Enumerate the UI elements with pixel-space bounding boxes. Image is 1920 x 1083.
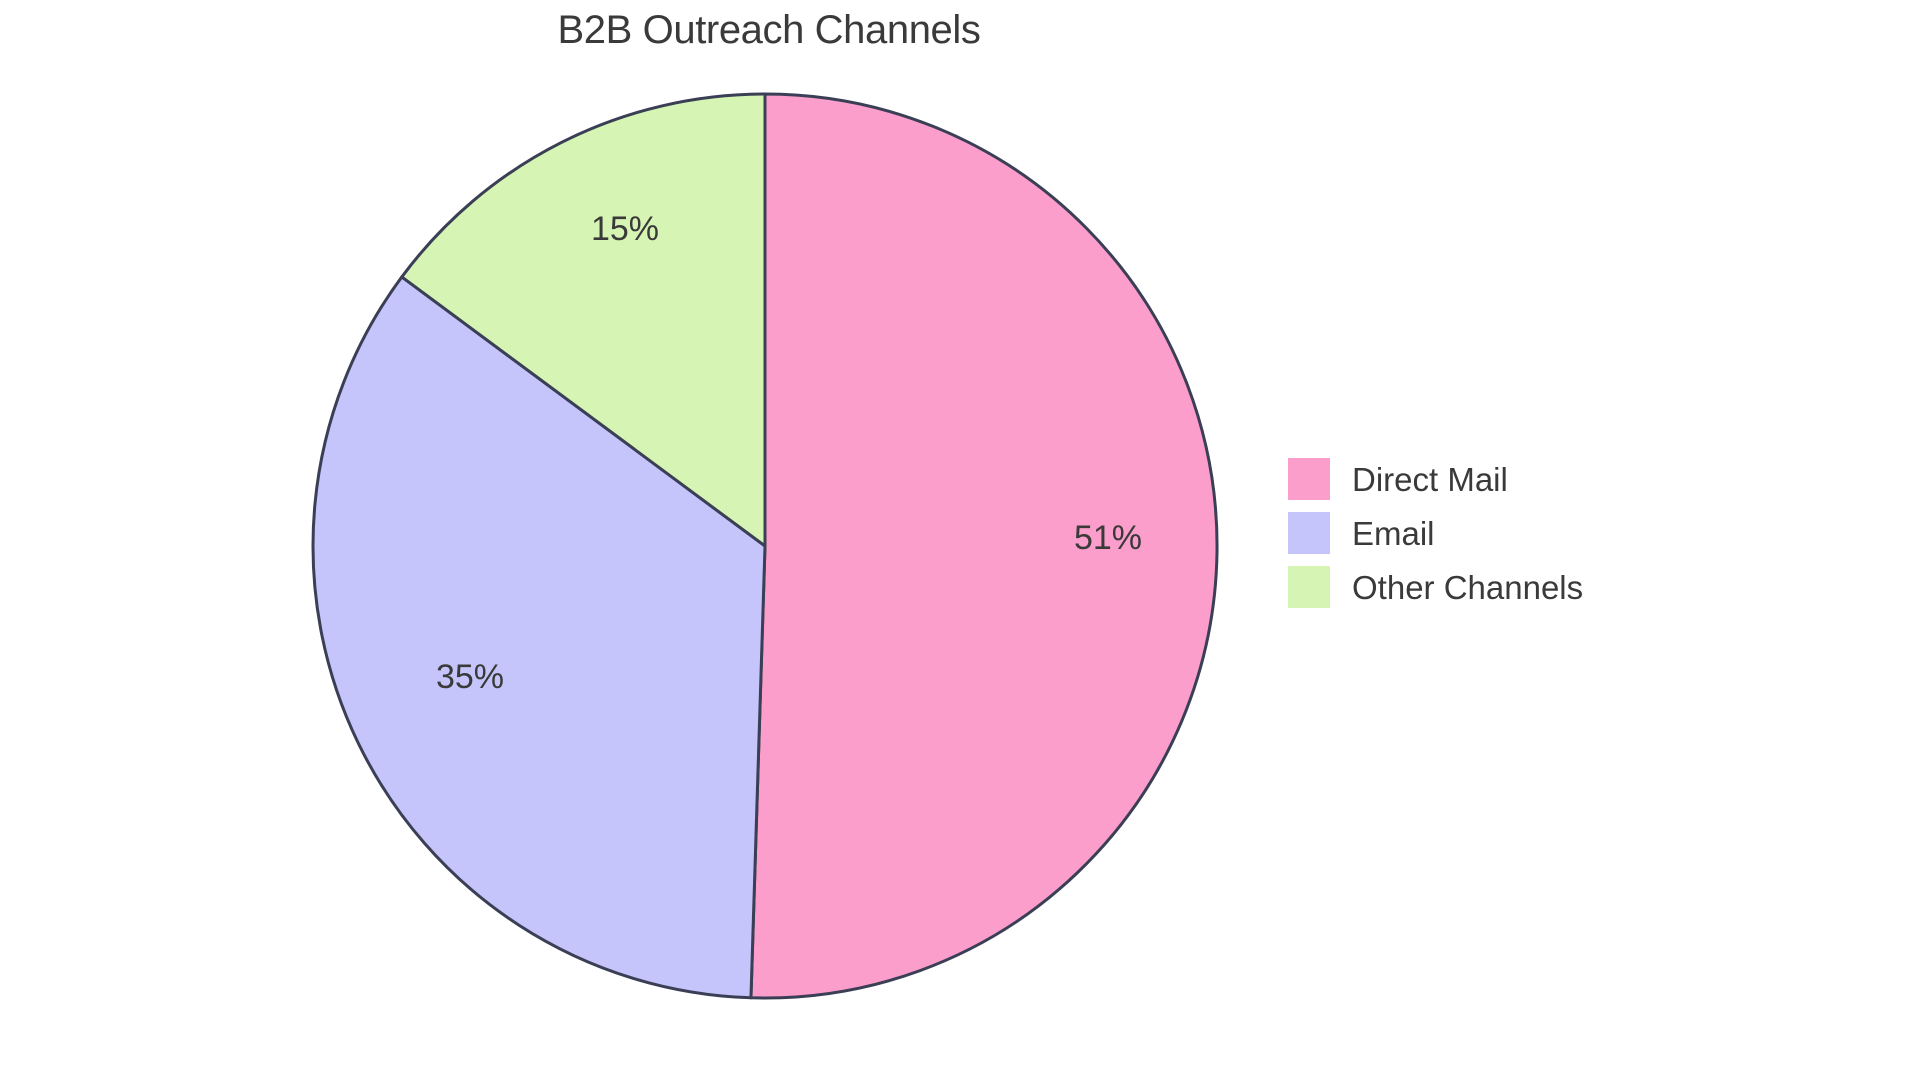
legend-item-direct-mail[interactable]: Direct Mail [1288, 458, 1583, 500]
legend-item-label: Email [1352, 514, 1435, 552]
pie-slices-group [311, 92, 1219, 1000]
legend-item-label: Direct Mail [1352, 460, 1508, 498]
pie-slice-labels-group: 51% 35% 15% [436, 210, 1142, 696]
pie-slice-direct-mail[interactable] [749, 92, 1219, 1000]
legend-item-label: Other Channels [1352, 568, 1584, 606]
legend-item-other-channels[interactable]: Other Channels [1288, 566, 1583, 608]
legend-swatch-icon [1288, 458, 1330, 500]
pie-slice-label-other-channels: 15% [591, 210, 659, 248]
pie-slice-email[interactable] [311, 275, 767, 1000]
pie-slice-label-email: 35% [436, 658, 504, 696]
legend-item-email[interactable]: Email [1288, 512, 1583, 554]
pie-slice-other-channels[interactable] [400, 92, 767, 548]
page-title: B2B Outreach Channels [557, 8, 981, 52]
chart-legend: Direct Mail Email Other Channels [1288, 458, 1583, 608]
pie-slice-label-direct-mail: 51% [1074, 519, 1142, 557]
legend-swatch-icon [1288, 512, 1330, 554]
legend-swatch-icon [1288, 566, 1330, 608]
